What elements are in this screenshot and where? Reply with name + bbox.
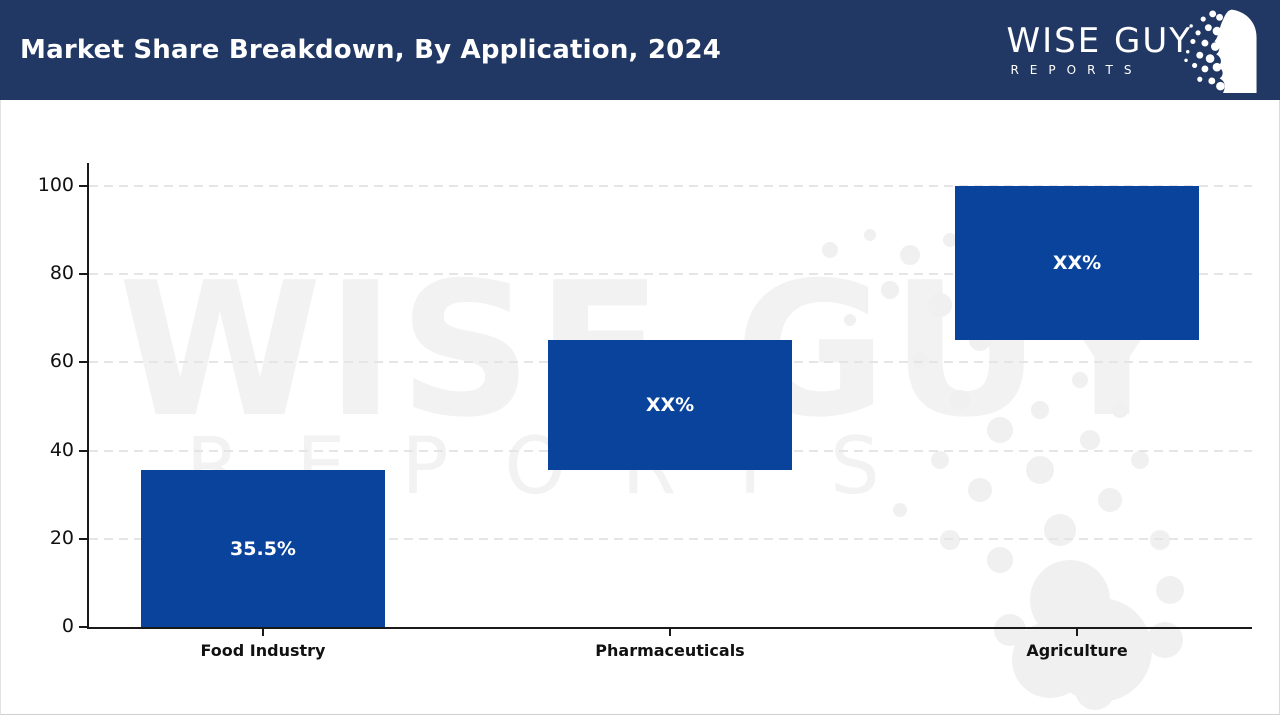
gridline [89,273,1252,276]
bar-agriculture: XX% [955,186,1199,341]
bar-value-label: 35.5% [230,537,296,560]
x-axis-line [87,627,1252,629]
y-tick-label: 80 [49,262,74,285]
logo-wiseguy-label: WISE GUY [1006,20,1192,61]
bar-value-label: XX% [645,394,695,417]
x-category-label: Food Industry [200,641,326,660]
header-bar: Market Share Breakdown, By Application, … [0,0,1280,100]
bar-value-label: XX% [1052,252,1102,275]
bar-pharmaceuticals: XX% [548,340,792,471]
wiseguy-logo: WISE GUY REPORTS [1006,7,1266,93]
gridline [89,185,1252,187]
y-tick-label: 40 [49,438,74,461]
y-tick-mark [79,626,87,628]
y-tick-mark [79,361,87,364]
y-tick-mark [79,537,87,540]
x-tick-mark [669,629,671,636]
y-tick-label: 60 [49,350,74,373]
bar-food-industry: 35.5% [141,470,385,627]
page-title: Market Share Breakdown, By Application, … [20,35,722,65]
y-tick-label: 100 [37,174,74,196]
y-tick-label: 0 [61,615,74,637]
x-category-label: Pharmaceuticals [595,641,745,660]
logo-reports-label: REPORTS [1010,62,1143,77]
y-tick-label: 20 [49,526,74,549]
y-tick-mark [79,273,87,276]
gridline [89,537,1252,540]
x-tick-mark [1076,629,1078,636]
x-tick-mark [262,629,264,636]
logo-text: WISE GUY REPORTS [1006,24,1192,77]
y-tick-mark [79,185,87,187]
x-category-label: Agriculture [1026,641,1128,660]
logo-face-icon [1184,9,1257,93]
y-tick-mark [79,449,87,452]
y-axis-line [87,163,89,629]
